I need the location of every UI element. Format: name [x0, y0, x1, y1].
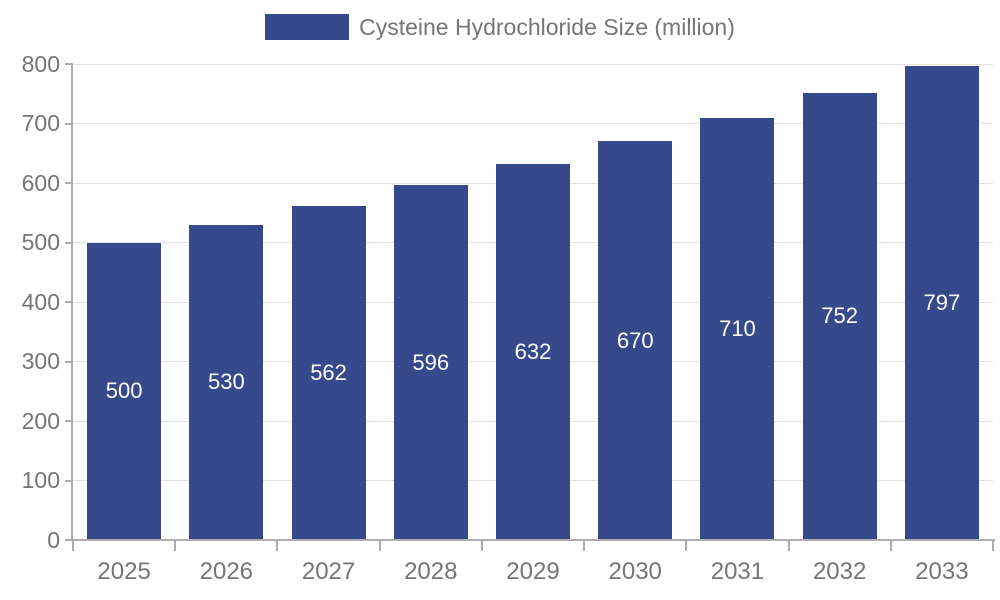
- bar-value-label: 632: [514, 338, 552, 364]
- bar-2026: 530: [189, 224, 264, 540]
- y-axis-line: [71, 64, 73, 540]
- x-axis-tick-label: 2031: [710, 558, 765, 585]
- y-axis-tick-label: 700: [21, 110, 60, 136]
- y-tick-mark: [65, 539, 73, 541]
- bar-2025: 500: [87, 242, 162, 540]
- y-tick-mark: [65, 241, 73, 244]
- y-axis-tick-label: 200: [21, 407, 60, 434]
- y-axis-tick-label: 300: [21, 348, 60, 374]
- x-axis-tick-label: 2028: [404, 558, 458, 585]
- bar-2029: 632: [496, 163, 570, 540]
- y-axis-tick-label: 600: [21, 169, 60, 196]
- bar-value-label: 562: [310, 359, 347, 385]
- gridline-y-800: [73, 63, 993, 65]
- bar-value-label: 596: [412, 349, 450, 375]
- y-tick-mark: [65, 479, 73, 482]
- legend-color-swatch: [265, 14, 350, 40]
- y-axis-tick-label: 400: [21, 288, 60, 315]
- x-tick-mark: [72, 540, 74, 551]
- x-axis-tick-label: 2025: [97, 558, 151, 585]
- x-tick-mark: [787, 540, 790, 551]
- y-tick-mark: [65, 420, 73, 422]
- legend-series-label: Cysteine Hydrochloride Size (million): [359, 14, 735, 40]
- chart-legend: Cysteine Hydrochloride Size (million): [0, 14, 1000, 40]
- x-axis-tick-label: 2033: [915, 558, 969, 585]
- x-axis-tick-label: 2029: [506, 558, 560, 585]
- bar-value-label: 530: [207, 369, 245, 395]
- bar-value-label: 752: [821, 303, 859, 329]
- y-axis-tick-label: 0: [47, 526, 60, 553]
- x-tick-mark: [685, 540, 688, 551]
- bar-value-label: 710: [719, 315, 756, 341]
- bar-2033: 797: [904, 65, 979, 540]
- gridline-y-700: [73, 123, 993, 124]
- x-axis-tick-label: 2027: [301, 558, 356, 585]
- x-tick-mark: [480, 540, 483, 551]
- x-axis-tick-label: 2030: [608, 558, 662, 585]
- bar-2032: 752: [802, 92, 877, 540]
- bar-2028: 596: [393, 185, 468, 540]
- bar-value-label: 500: [105, 378, 143, 404]
- y-tick-mark: [65, 301, 73, 303]
- bar-2030: 670: [598, 141, 673, 540]
- y-tick-mark: [65, 360, 73, 363]
- bar-2027: 562: [291, 205, 366, 540]
- x-tick-mark: [276, 540, 279, 551]
- y-axis-tick-label: 800: [21, 50, 60, 77]
- bar-value-label: 670: [616, 327, 654, 353]
- plot-area: 0 100 200 300 400 500 600 700 800 500 2025 530 2026 5…: [22, 52, 995, 584]
- y-axis-tick-label: 500: [21, 229, 60, 255]
- y-axis-tick-label: 100: [21, 467, 60, 493]
- y-tick-mark: [65, 63, 73, 65]
- x-axis-line: [71, 539, 995, 541]
- x-tick-mark: [378, 540, 381, 551]
- x-tick-mark: [889, 540, 892, 551]
- x-tick-mark: [174, 540, 177, 551]
- bar-value-label: 797: [923, 289, 961, 315]
- x-axis-tick-label: 2026: [199, 558, 254, 585]
- y-tick-mark: [65, 122, 73, 125]
- x-tick-mark: [992, 540, 994, 551]
- x-axis-tick-label: 2032: [812, 558, 867, 585]
- x-tick-mark: [583, 540, 586, 551]
- y-tick-mark: [65, 182, 73, 184]
- bar-2031: 710: [700, 117, 775, 540]
